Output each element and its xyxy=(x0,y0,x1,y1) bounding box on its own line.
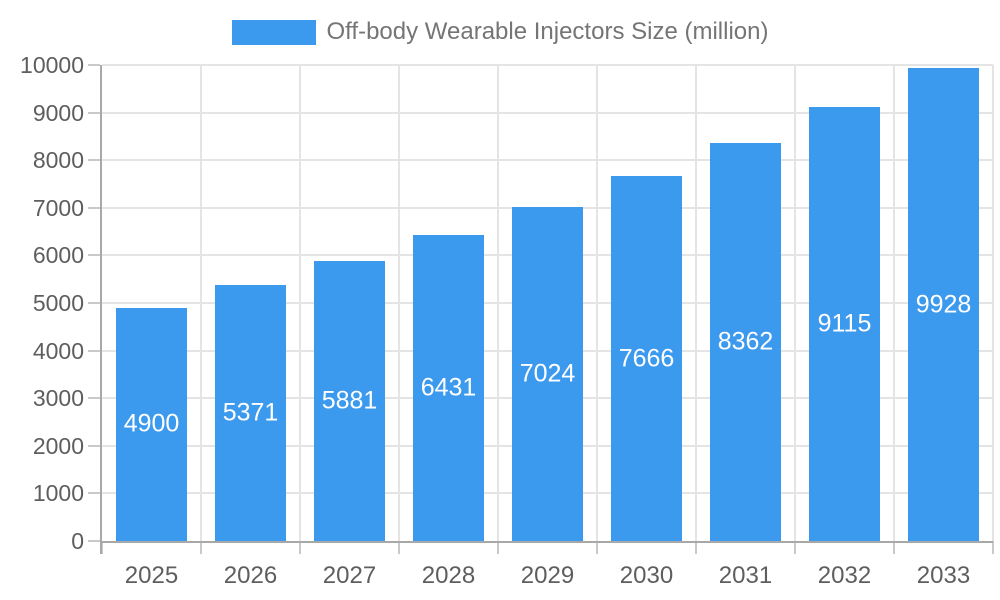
x-axis-tick-4 xyxy=(497,541,499,554)
legend-label: Off-body Wearable Injectors Size (millio… xyxy=(326,18,769,45)
x-axis-label-2032: 2032 xyxy=(817,562,872,589)
bar-2032[interactable]: 9115 xyxy=(809,107,880,541)
y-axis-tick-1000 xyxy=(88,492,100,495)
x-axis-label-2031: 2031 xyxy=(718,562,773,589)
y-axis-tick-3000 xyxy=(88,397,100,400)
y-axis-label-2000: 2000 xyxy=(32,432,84,459)
legend-swatch-icon xyxy=(231,19,316,45)
bar-2026[interactable]: 5371 xyxy=(215,285,286,541)
x-axis-tick-0 xyxy=(101,541,103,554)
bar-value-label-2027: 5881 xyxy=(321,386,378,415)
y-axis-label-9000: 9000 xyxy=(32,99,84,126)
x-axis-label-2027: 2027 xyxy=(322,562,377,589)
gridline-v-3 xyxy=(398,65,400,541)
x-axis-label-2033: 2033 xyxy=(916,562,971,589)
bar-value-label-2030: 7666 xyxy=(618,344,675,373)
bar-2030[interactable]: 7666 xyxy=(611,176,682,541)
bar-value-label-2029: 7024 xyxy=(519,359,576,388)
x-axis-tick-9 xyxy=(992,541,994,554)
x-axis-label-2028: 2028 xyxy=(421,562,476,589)
gridline-v-5 xyxy=(596,65,598,541)
y-axis-tick-5000 xyxy=(88,302,100,304)
y-axis-tick-10000 xyxy=(88,64,100,66)
gridline-v-4 xyxy=(497,65,499,541)
bar-2033[interactable]: 9928 xyxy=(908,68,979,541)
x-axis-label-2026: 2026 xyxy=(223,562,278,589)
y-axis-tick-0 xyxy=(88,540,100,542)
gridline-v-8 xyxy=(893,65,895,541)
x-axis-label-2025: 2025 xyxy=(124,562,179,589)
x-axis-label-2029: 2029 xyxy=(520,562,575,589)
x-axis-tick-1 xyxy=(200,541,202,554)
bar-2031[interactable]: 8362 xyxy=(710,142,781,541)
y-axis-label-7000: 7000 xyxy=(32,194,84,221)
y-axis-label-4000: 4000 xyxy=(32,337,84,364)
x-axis-tick-5 xyxy=(596,541,598,554)
gridline-v-2 xyxy=(299,65,301,541)
gridline-v-7 xyxy=(794,65,796,541)
x-axis-line xyxy=(100,541,993,543)
x-axis-tick-7 xyxy=(794,541,796,554)
y-axis-label-8000: 8000 xyxy=(32,147,84,174)
y-axis-label-1000: 1000 xyxy=(32,480,84,507)
x-axis-tick-8 xyxy=(893,541,895,554)
y-axis-tick-7000 xyxy=(88,206,100,209)
y-axis-label-5000: 5000 xyxy=(32,290,84,316)
gridline-v-6 xyxy=(695,65,697,541)
y-axis-tick-9000 xyxy=(88,111,100,114)
y-axis-label-0: 0 xyxy=(71,528,84,554)
legend[interactable]: Off-body Wearable Injectors Size (millio… xyxy=(0,17,1000,47)
y-axis-tick-8000 xyxy=(88,159,100,162)
gridline-h-9000 xyxy=(102,111,993,114)
y-axis-line xyxy=(100,65,102,554)
bar-2027[interactable]: 5881 xyxy=(314,261,385,541)
bar-value-label-2026: 5371 xyxy=(222,398,279,427)
gridline-h-10000 xyxy=(102,64,993,66)
x-axis-label-2030: 2030 xyxy=(619,562,674,589)
y-axis-tick-6000 xyxy=(88,254,100,257)
bar-value-label-2028: 6431 xyxy=(420,373,477,402)
y-axis-label-6000: 6000 xyxy=(32,242,84,269)
bar-value-label-2031: 8362 xyxy=(717,327,774,356)
y-axis-tick-4000 xyxy=(88,349,100,352)
bar-2025[interactable]: 4900 xyxy=(116,307,187,541)
gridline-v-9 xyxy=(992,65,994,541)
gridline-h-8000 xyxy=(102,159,993,162)
plot-area: 4900 5371 5881 6431 7024 7666 8362 9115 9928 0 100… xyxy=(20,52,994,589)
gridline-v-1 xyxy=(200,65,202,541)
bar-value-label-2032: 9115 xyxy=(817,309,872,338)
y-axis-tick-2000 xyxy=(88,444,100,447)
x-axis-tick-6 xyxy=(695,541,697,554)
bar-2028[interactable]: 6431 xyxy=(413,234,484,541)
y-axis-label-10000: 10000 xyxy=(20,52,84,78)
bar-value-label-2033: 9928 xyxy=(915,290,972,319)
y-axis-label-3000: 3000 xyxy=(32,385,84,412)
x-axis-tick-2 xyxy=(299,541,301,554)
x-axis-tick-3 xyxy=(398,541,400,554)
bar-2029[interactable]: 7024 xyxy=(512,206,583,541)
bar-value-label-2025: 4900 xyxy=(123,409,180,438)
